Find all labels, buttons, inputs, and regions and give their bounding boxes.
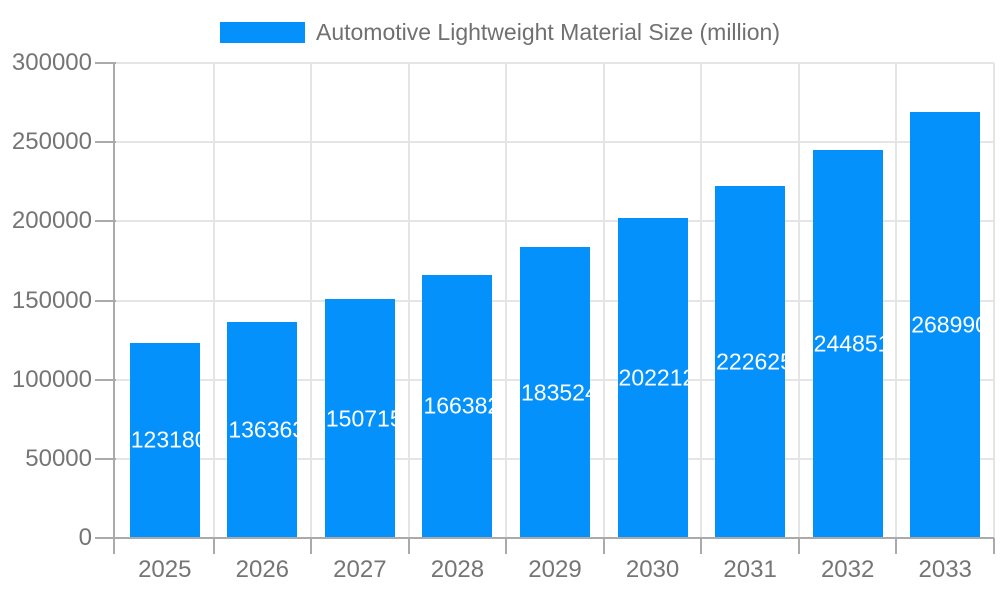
bar-2026[interactable]: 136363 [227,322,298,538]
y-axis-label: 250000 [11,128,92,156]
x-axis-label: 2029 [528,556,582,583]
legend-swatch [219,21,305,43]
y-axis-tick [95,220,116,223]
x-axis-label: 2025 [138,556,192,583]
bar-value-label: 268990 [911,311,980,338]
x-axis-tick [602,538,605,554]
y-axis-label: 100000 [11,365,92,393]
gridline-vertical [310,63,313,538]
x-axis-line [114,537,994,539]
gridline-horizontal [116,220,994,223]
y-axis-tick [95,537,116,539]
x-axis-label: 2030 [625,556,680,583]
legend-title: Automotive Lightweight Material Size (mi… [315,18,781,45]
y-axis-tick [95,378,116,381]
bar-value-label: 150715 [325,405,395,432]
gridline-vertical [797,63,800,538]
gridline-vertical [407,63,410,538]
bar-value-label: 136363 [228,416,297,443]
gridline-horizontal [116,62,994,64]
bar-2033[interactable]: 268990 [910,112,981,538]
x-axis-tick [895,538,898,554]
x-axis-label: 2033 [918,556,972,583]
x-axis-tick [212,538,215,554]
y-axis-label: 200000 [11,207,92,235]
bar-2032[interactable]: 244851 [812,150,883,538]
x-axis-label: 2026 [235,556,290,583]
bar-2031[interactable]: 222625 [715,185,786,538]
y-axis-label: 50000 [25,444,92,472]
x-axis-tick [113,538,115,554]
bar-value-label: 244851 [813,330,883,357]
x-axis-tick [993,538,995,554]
chart-legend[interactable]: Automotive Lightweight Material Size (mi… [0,17,1000,47]
bar-value-label: 183524 [521,379,590,406]
gridline-vertical [993,63,995,538]
gridline-vertical [700,63,703,538]
y-axis-tick [95,457,116,460]
x-axis-tick [700,538,703,554]
x-axis-label: 2032 [820,556,875,583]
x-axis-label: 2031 [723,556,777,583]
x-axis-label: 2027 [333,556,387,583]
y-axis-tick [95,141,116,144]
bar-2027[interactable]: 150715 [324,299,395,538]
bar-value-label: 222625 [716,348,785,375]
gridline-vertical [602,63,605,538]
gridline-vertical [895,63,898,538]
x-axis-tick [407,538,410,554]
y-axis-label: 150000 [11,286,92,314]
x-axis-tick [505,538,508,554]
bar-2025[interactable]: 123180 [129,342,200,538]
gridline-vertical [212,63,215,538]
y-axis-line [113,63,115,540]
bar-2029[interactable]: 183524 [520,247,590,538]
x-axis-label: 2028 [430,556,485,583]
gridline-horizontal [116,141,994,144]
y-axis-label: 0 [78,524,92,551]
y-axis-label: 300000 [11,49,92,76]
gridline-vertical [505,63,508,538]
x-axis-tick [797,538,800,554]
y-axis-tick [95,299,116,302]
bar-value-label: 123180 [130,426,200,453]
x-axis-tick [310,538,313,554]
y-axis-tick [95,62,116,64]
